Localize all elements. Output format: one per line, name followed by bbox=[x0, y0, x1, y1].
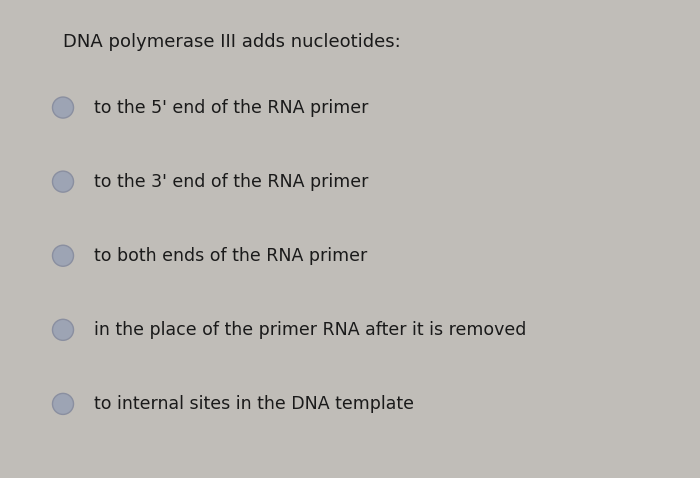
Text: in the place of the primer RNA after it is removed: in the place of the primer RNA after it … bbox=[94, 321, 527, 339]
Text: to both ends of the RNA primer: to both ends of the RNA primer bbox=[94, 247, 368, 265]
Ellipse shape bbox=[52, 319, 74, 340]
Ellipse shape bbox=[52, 171, 74, 192]
Ellipse shape bbox=[52, 97, 74, 118]
Text: DNA polymerase III adds nucleotides:: DNA polymerase III adds nucleotides: bbox=[63, 33, 400, 52]
Text: to internal sites in the DNA template: to internal sites in the DNA template bbox=[94, 395, 414, 413]
Text: to the 3' end of the RNA primer: to the 3' end of the RNA primer bbox=[94, 173, 369, 191]
Ellipse shape bbox=[52, 245, 74, 266]
Text: to the 5' end of the RNA primer: to the 5' end of the RNA primer bbox=[94, 98, 369, 117]
Ellipse shape bbox=[52, 393, 74, 414]
